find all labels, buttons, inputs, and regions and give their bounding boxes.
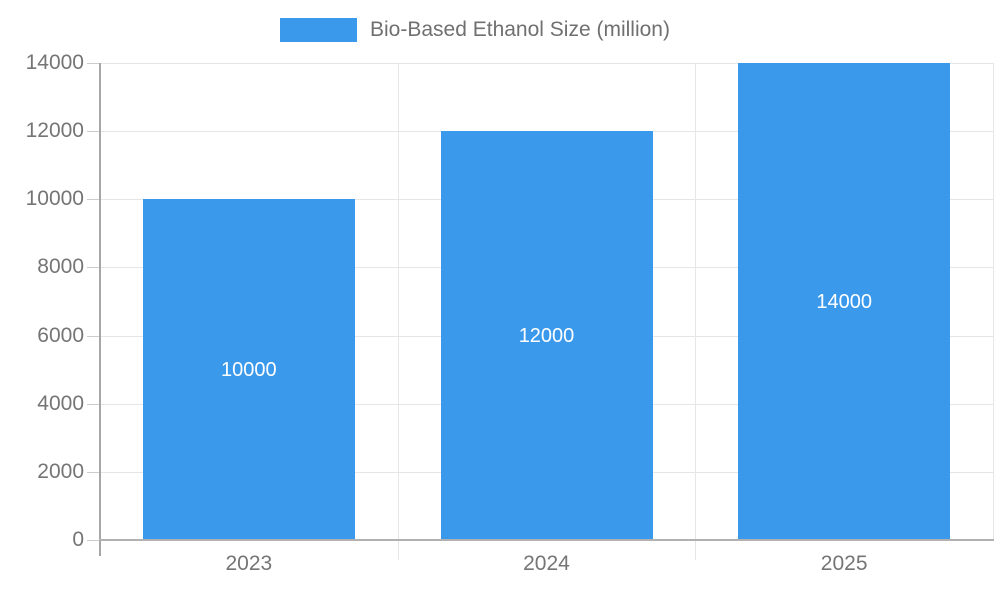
- bar-value-label: 10000: [221, 358, 277, 381]
- y-tick: [87, 131, 100, 133]
- y-axis-tick-label: 4000: [37, 391, 84, 415]
- bar-value-label: 12000: [518, 324, 575, 347]
- y-axis-tick-label: 8000: [37, 255, 84, 279]
- x-axis-tick-label: 2025: [820, 552, 868, 575]
- y-axis-tick-label: 0: [72, 528, 84, 551]
- y-tick: [87, 335, 100, 337]
- y-tick: [87, 267, 100, 269]
- y-axis-tick-label: 2000: [37, 459, 84, 483]
- y-tick: [87, 403, 100, 405]
- x-gridline: [397, 63, 399, 560]
- bar-2024[interactable]: 12000: [440, 131, 653, 540]
- y-axis-tick-label: 12000: [25, 119, 84, 143]
- y-axis-tick-label: 14000: [25, 51, 84, 74]
- x-axis-tick-label: 2023: [225, 552, 273, 575]
- bar-2023[interactable]: 10000: [142, 199, 355, 540]
- y-gridline: [100, 63, 993, 64]
- y-axis-line: [99, 63, 101, 556]
- y-tick: [87, 63, 100, 64]
- bar-value-label: 14000: [816, 290, 872, 313]
- legend-swatch[interactable]: [280, 18, 357, 42]
- y-axis-tick-label: 6000: [37, 323, 84, 347]
- y-tick: [87, 540, 100, 541]
- x-gridline: [993, 63, 994, 540]
- y-tick: [87, 199, 100, 201]
- legend-label[interactable]: Bio-Based Ethanol Size (million): [370, 18, 670, 41]
- x-axis-line: [99, 539, 994, 541]
- bar-2025[interactable]: 14000: [738, 63, 951, 540]
- y-tick: [87, 471, 100, 473]
- x-axis-tick-label: 2024: [523, 552, 570, 575]
- x-gridline: [695, 63, 697, 560]
- y-axis-tick-label: 10000: [25, 187, 84, 211]
- legend: Bio-Based Ethanol Size (million): [0, 0, 1000, 54]
